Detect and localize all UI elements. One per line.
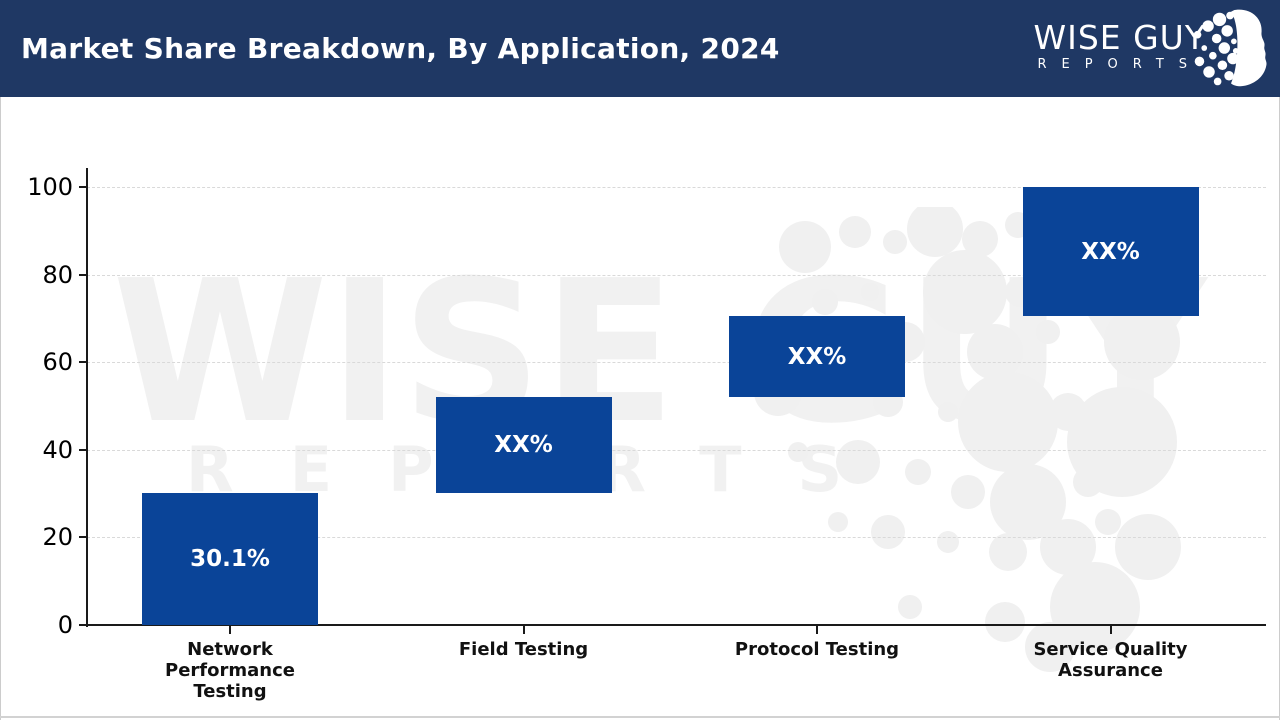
y-tick-label: 80 <box>42 260 73 289</box>
y-axis-tick <box>79 186 87 188</box>
page-title: Market Share Breakdown, By Application, … <box>21 32 780 65</box>
x-axis-line <box>86 624 1266 626</box>
gridline-y-40 <box>87 449 1266 451</box>
x-axis-tick <box>816 626 818 634</box>
bar-segment: XX% <box>435 397 612 494</box>
x-category-label: Field Testing <box>458 639 589 660</box>
y-axis-tick <box>79 624 87 626</box>
page-border-bottom <box>0 716 1280 718</box>
y-tick-label: 20 <box>42 523 73 552</box>
gridline-y-100 <box>87 187 1266 188</box>
bar-value-label: XX% <box>1081 238 1140 265</box>
bar-segment: XX% <box>1022 187 1199 317</box>
page-border-left <box>0 97 1 720</box>
x-axis-tick <box>229 626 231 634</box>
x-axis-tick <box>522 626 525 634</box>
y-tick-label: 100 <box>27 173 73 201</box>
gridline-y-80 <box>87 274 1266 276</box>
x-category-label: Protocol Testing <box>734 639 900 660</box>
brand-text: WISE GUY REPORTS <box>1033 20 1206 74</box>
bar-segment: XX% <box>729 316 905 398</box>
gridline-y-20 <box>87 537 1266 539</box>
y-tick-label: 0 <box>57 611 73 639</box>
y-axis-tick <box>79 361 87 364</box>
gridline-y-60 <box>87 362 1266 364</box>
y-axis-tick <box>79 273 87 276</box>
bar-value-label: XX% <box>494 432 553 459</box>
y-tick-label: 40 <box>42 435 73 464</box>
x-category-label: Service Quality Assurance <box>1033 639 1188 681</box>
header-bar: Market Share Breakdown, By Application, … <box>0 0 1280 97</box>
y-axis-tick <box>79 536 87 539</box>
x-axis-tick <box>1109 626 1112 634</box>
dotted-face-profile-icon <box>1193 9 1267 87</box>
bar-value-label: 30.1% <box>190 546 270 573</box>
bar-segment: 30.1% <box>142 493 318 625</box>
brand-name: WISE GUY <box>1033 18 1206 57</box>
bar-value-label: XX% <box>787 343 847 370</box>
y-axis-tick <box>79 448 87 451</box>
brand-subtitle: REPORTS <box>1037 57 1203 72</box>
x-category-label: Network Performance Testing <box>165 639 295 702</box>
watermark-face-dots <box>754 207 1181 672</box>
brand-logo: WISE GUY REPORTS <box>1018 0 1268 97</box>
y-axis-line <box>86 168 88 627</box>
y-tick-label: 60 <box>42 348 73 377</box>
